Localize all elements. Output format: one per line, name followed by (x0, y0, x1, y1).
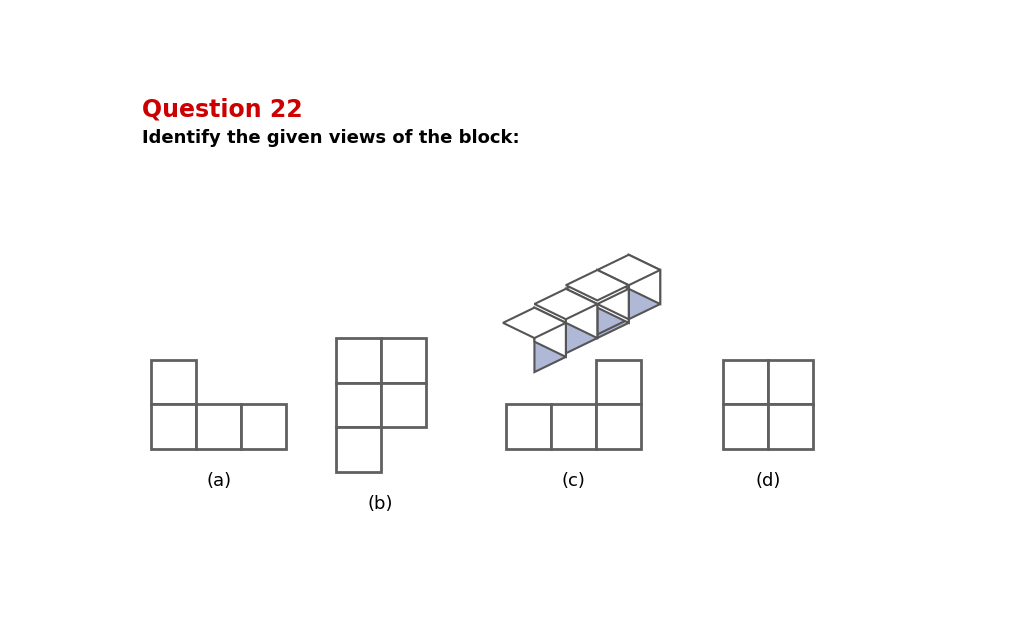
Bar (381, 383, 426, 427)
Polygon shape (597, 285, 629, 335)
Polygon shape (566, 289, 597, 338)
Polygon shape (535, 307, 566, 357)
Bar (336, 338, 381, 383)
Bar (506, 404, 551, 449)
Bar (768, 404, 813, 449)
Bar (596, 404, 641, 449)
Polygon shape (566, 270, 629, 300)
Bar (551, 404, 596, 449)
Polygon shape (629, 270, 660, 319)
Text: Question 22: Question 22 (142, 98, 302, 122)
Bar (723, 404, 768, 449)
Bar (723, 359, 768, 404)
Polygon shape (503, 307, 566, 338)
Bar (152, 359, 197, 404)
Text: (c): (c) (562, 472, 586, 490)
Text: (a): (a) (206, 472, 231, 490)
Polygon shape (597, 270, 629, 319)
Polygon shape (597, 255, 660, 285)
Text: (b): (b) (368, 495, 393, 513)
Bar (596, 359, 641, 404)
Bar (381, 338, 426, 383)
Bar (336, 427, 381, 472)
Text: (d): (d) (756, 472, 781, 490)
Polygon shape (597, 289, 629, 338)
Polygon shape (535, 323, 566, 372)
Bar (197, 404, 241, 449)
Polygon shape (566, 304, 597, 353)
Bar (768, 359, 813, 404)
Bar (336, 383, 381, 427)
Bar (241, 404, 286, 449)
Polygon shape (535, 289, 597, 319)
Polygon shape (629, 255, 660, 304)
Polygon shape (566, 274, 629, 304)
Text: Identify the given views of the block:: Identify the given views of the block: (142, 128, 519, 147)
Polygon shape (597, 274, 629, 323)
Bar (152, 404, 197, 449)
